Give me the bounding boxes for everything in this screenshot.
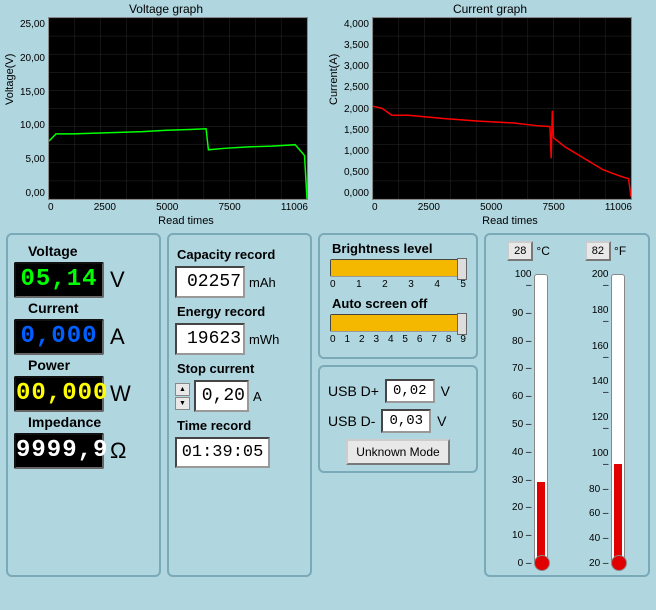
capacity-value: 02257 xyxy=(175,266,245,298)
current-label: Current xyxy=(28,300,153,316)
current-xticks: 025005000750011006 xyxy=(372,200,632,213)
tempc-scale: 100 –90 –80 –70 –60 –50 –40 –30 –20 –10 … xyxy=(510,269,532,569)
tempc-unit: °C xyxy=(536,244,549,258)
stopcurrent-unit: A xyxy=(253,389,262,404)
power-label: Power xyxy=(28,357,153,373)
temperature-panel: 28 °C 100 –90 –80 –70 –60 –50 –40 –30 –2… xyxy=(484,233,650,577)
current-yticks: 4,0003,5003,0002,5002,0001,5001,0000,500… xyxy=(330,19,372,199)
autoscreen-label: Auto screen off xyxy=(326,296,470,311)
usb-dminus-value: 0,03 xyxy=(381,409,431,433)
tempc-thermometer xyxy=(534,274,548,564)
current-xlabel: Read times xyxy=(370,215,650,227)
timerecord-label: Time record xyxy=(177,418,304,433)
tempf-scale: 200 –180 –160 –140 –120 –100 –80 –60 –40… xyxy=(587,269,609,569)
current-chart-title: Current graph xyxy=(330,2,650,16)
power-lcd: 00,000 xyxy=(14,376,104,412)
usb-dminus-label: USB D- xyxy=(328,413,375,429)
autoscreen-thumb[interactable] xyxy=(457,313,467,335)
tempf-unit: °F xyxy=(614,244,626,258)
voltage-xlabel: Read times xyxy=(46,215,326,227)
autoscreen-slider[interactable] xyxy=(330,314,466,332)
stop-down-button[interactable]: ▼ xyxy=(175,397,190,410)
voltage-ylabel: Voltage(V) xyxy=(4,53,16,104)
usb-dplus-label: USB D+ xyxy=(328,383,379,399)
records-panel: Capacity record 02257 mAh Energy record … xyxy=(167,233,312,577)
readouts-panel: Voltage 05,14 V Current 0,000 A Power 00… xyxy=(6,233,161,577)
timerecord-value: 01:39:05 xyxy=(175,437,270,468)
energy-value: 19623 xyxy=(175,323,245,355)
current-chart: Current graph Current(A) 4,0003,5003,000… xyxy=(330,2,650,227)
voltage-xticks: 025005000750011006 xyxy=(48,200,308,213)
energy-unit: mWh xyxy=(249,332,279,347)
usb-dplus-value: 0,02 xyxy=(385,379,435,403)
brightness-ticks: 012345 xyxy=(326,277,470,296)
usb-dminus-unit: V xyxy=(437,413,446,429)
voltage-plot xyxy=(48,17,308,200)
brightness-label: Brightness level xyxy=(326,241,470,256)
voltage-label: Voltage xyxy=(28,243,153,259)
current-unit: A xyxy=(110,324,125,350)
capacity-unit: mAh xyxy=(249,275,276,290)
tempc-value: 28 xyxy=(507,241,533,261)
voltage-chart-title: Voltage graph xyxy=(6,2,326,16)
mode-button[interactable]: Unknown Mode xyxy=(346,439,449,465)
tempf-value: 82 xyxy=(585,241,611,261)
stopcurrent-value[interactable]: 0,20 xyxy=(194,380,249,412)
voltage-chart: Voltage graph Voltage(V) 25,0020,0015,00… xyxy=(6,2,326,227)
brightness-slider[interactable] xyxy=(330,259,466,277)
current-ylabel: Current(A) xyxy=(328,53,340,104)
impedance-label: Impedance xyxy=(28,414,153,430)
autoscreen-ticks: 0123456789 xyxy=(326,332,470,351)
tempf-thermometer xyxy=(611,274,625,564)
voltage-yticks: 25,0020,0015,0010,005,000,00 xyxy=(6,19,48,199)
usb-panel: USB D+ 0,02 V USB D- 0,03 V Unknown Mode xyxy=(318,365,478,473)
voltage-lcd: 05,14 xyxy=(14,262,104,298)
current-lcd: 0,000 xyxy=(14,319,104,355)
current-plot xyxy=(372,17,632,200)
usb-dplus-unit: V xyxy=(441,383,450,399)
impedance-unit: Ω xyxy=(110,438,126,464)
capacity-label: Capacity record xyxy=(177,247,304,262)
energy-label: Energy record xyxy=(177,304,304,319)
stop-up-button[interactable]: ▲ xyxy=(175,383,190,396)
sliders-panel: Brightness level 012345 Auto screen off … xyxy=(318,233,478,359)
stop-spinner[interactable]: ▲ ▼ xyxy=(175,383,190,410)
brightness-thumb[interactable] xyxy=(457,258,467,280)
voltage-unit: V xyxy=(110,267,125,293)
stopcurrent-label: Stop current xyxy=(177,361,304,376)
power-unit: W xyxy=(110,381,131,407)
impedance-lcd: 9999,9 xyxy=(14,433,104,469)
